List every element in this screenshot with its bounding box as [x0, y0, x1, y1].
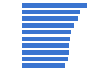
Bar	[22, 3, 87, 8]
Bar	[22, 43, 69, 48]
Bar	[22, 16, 78, 21]
Bar	[22, 36, 70, 41]
Bar	[22, 30, 71, 35]
Bar	[22, 57, 68, 61]
Bar	[22, 23, 74, 28]
Bar	[22, 63, 65, 68]
Bar	[22, 10, 80, 14]
Bar	[22, 50, 69, 55]
